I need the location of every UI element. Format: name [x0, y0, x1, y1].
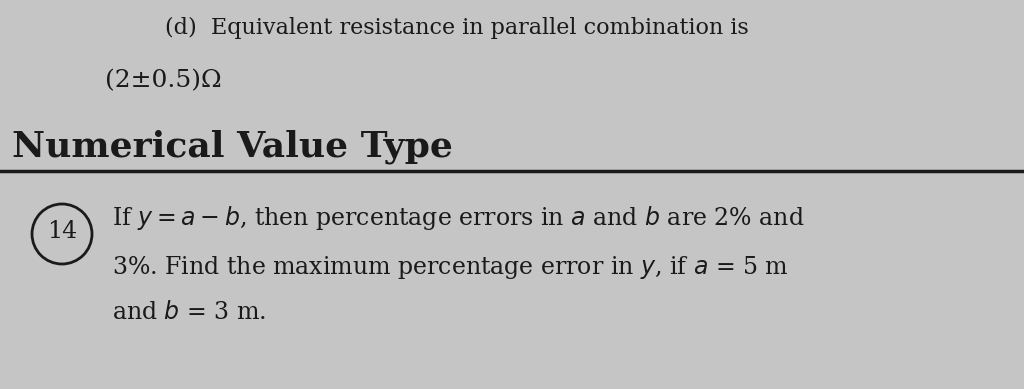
Text: (d)  Equivalent resistance in parallel combination is: (d) Equivalent resistance in parallel co…	[165, 17, 749, 39]
Text: Numerical Value Type: Numerical Value Type	[12, 129, 453, 163]
Text: 14: 14	[47, 219, 77, 242]
Text: and $b$ = 3 m.: and $b$ = 3 m.	[112, 301, 266, 324]
Text: 3%. Find the maximum percentage error in $y$, if $a$ = 5 m: 3%. Find the maximum percentage error in…	[112, 254, 788, 281]
Text: If $y = a - b$, then percentage errors in $a$ and $b$ are 2% and: If $y = a - b$, then percentage errors i…	[112, 204, 805, 232]
Text: (2±0.5)Ω: (2±0.5)Ω	[105, 69, 221, 92]
